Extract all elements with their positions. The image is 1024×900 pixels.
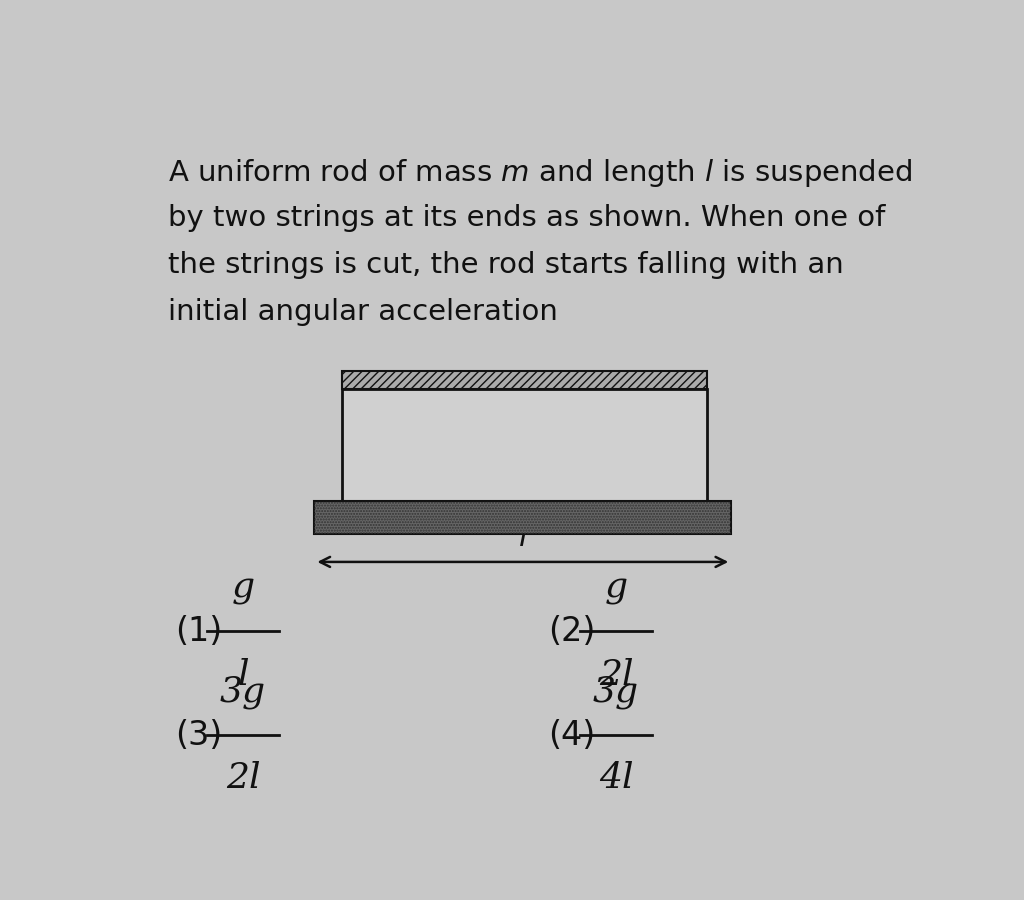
Text: g: g bbox=[231, 571, 255, 605]
Text: initial angular acceleration: initial angular acceleration bbox=[168, 298, 557, 326]
Text: l: l bbox=[238, 658, 249, 691]
Text: $l$: $l$ bbox=[518, 522, 528, 553]
Text: 3g: 3g bbox=[220, 675, 266, 709]
Text: A uniform rod of mass $m$ and length $l$ is suspended: A uniform rod of mass $m$ and length $l$… bbox=[168, 157, 911, 188]
Bar bbox=[342, 372, 708, 389]
Text: by two strings at its ends as shown. When one of: by two strings at its ends as shown. Whe… bbox=[168, 203, 885, 231]
Text: 2l: 2l bbox=[599, 658, 633, 691]
Text: (4): (4) bbox=[549, 719, 596, 752]
Text: 3g: 3g bbox=[593, 675, 639, 709]
Bar bbox=[342, 372, 708, 389]
Text: the strings is cut, the rod starts falling with an: the strings is cut, the rod starts falli… bbox=[168, 251, 844, 279]
Text: (3): (3) bbox=[176, 719, 223, 752]
Text: 2l: 2l bbox=[226, 761, 260, 796]
Text: (1): (1) bbox=[176, 615, 223, 648]
Bar bbox=[342, 389, 708, 513]
Bar bbox=[314, 501, 731, 535]
Text: g: g bbox=[604, 571, 628, 605]
Text: 4l: 4l bbox=[599, 761, 633, 796]
Text: (2): (2) bbox=[549, 615, 596, 648]
Bar bbox=[314, 501, 731, 535]
